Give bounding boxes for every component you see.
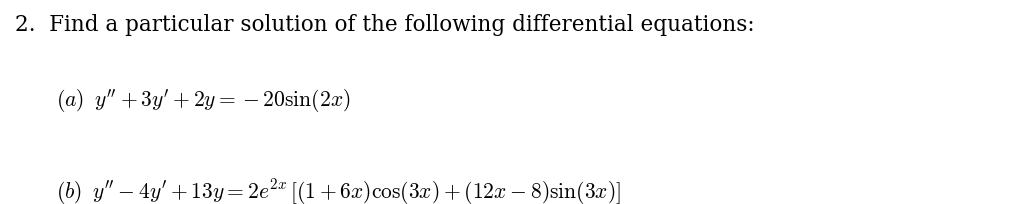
Text: $(b)\;\; y^{\prime\prime} - 4y^{\prime} + 13y = 2e^{2x}\,[(1 + 6x)\cos(3x) + (12: $(b)\;\; y^{\prime\prime} - 4y^{\prime} … xyxy=(56,177,622,204)
Text: 2.  Find a particular solution of the following differential equations:: 2. Find a particular solution of the fol… xyxy=(15,14,755,36)
Text: $(a)\;\; y^{\prime\prime} + 3y^{\prime} + 2y = -20\sin(2x)$: $(a)\;\; y^{\prime\prime} + 3y^{\prime} … xyxy=(56,88,351,115)
